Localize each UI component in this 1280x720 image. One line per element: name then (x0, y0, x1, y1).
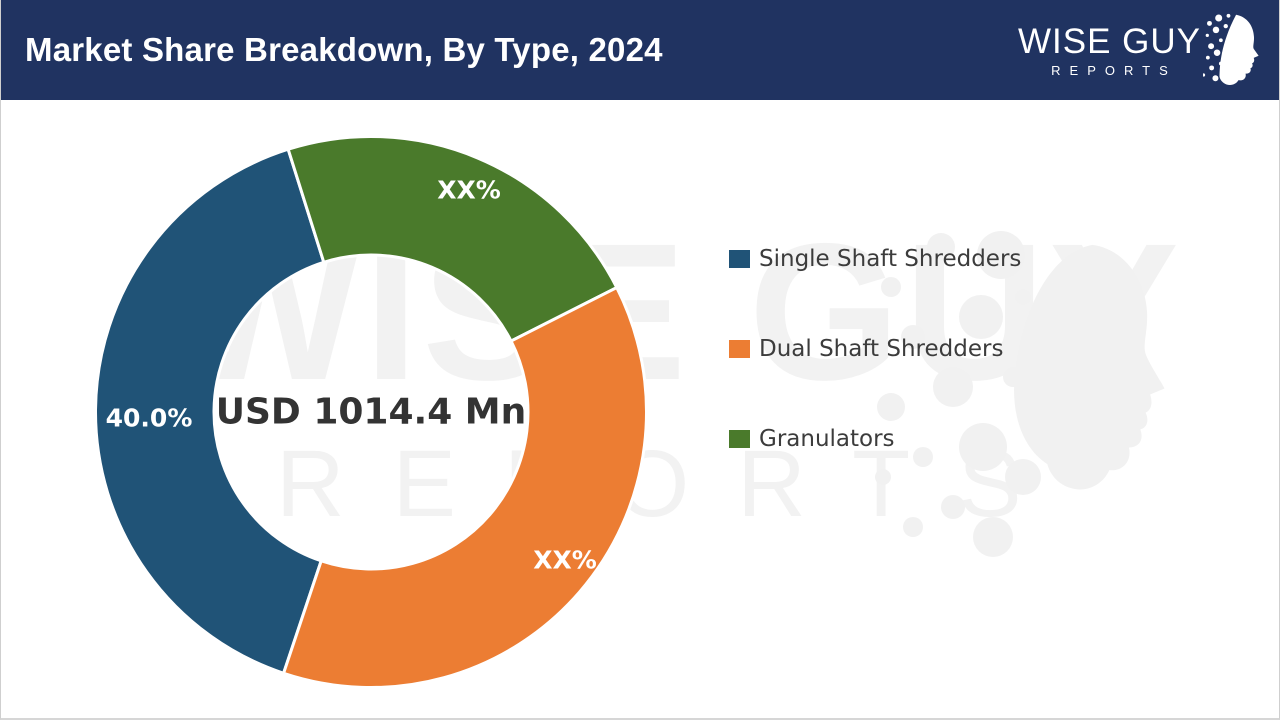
legend-swatch-green (729, 430, 750, 448)
wiseguy-face-icon (1203, 13, 1259, 86)
donut-slice (281, 285, 648, 689)
donut-chart-svg (94, 135, 648, 689)
wiseguy-logo: WISE GUY REPORTS (1018, 12, 1261, 88)
legend-label: Granulators (759, 426, 895, 452)
logo-brand-name: WISE GUY (1017, 21, 1201, 61)
donut-center-value: USD 1014.4 Mn (215, 391, 527, 433)
chart-area: WISE GUY REPORTS USD 1014.4 Mn 40.0% XX% (1, 100, 1280, 720)
header-bar: Market Share Breakdown, By Type, 2024 WI… (1, 0, 1279, 100)
chart-legend: Single Shaft Shredders Dual Shaft Shredd… (729, 244, 1021, 514)
legend-swatch-orange (729, 340, 750, 358)
donut-chart: USD 1014.4 Mn 40.0% XX% XX% (94, 135, 648, 689)
watermark-reports-text: REPORTS (276, 431, 1070, 537)
donut-slice (94, 147, 326, 676)
wiseguy-logo-text: WISE GUY REPORTS (1017, 21, 1201, 78)
legend-label: Dual Shaft Shredders (759, 336, 1004, 362)
legend-item-single-shaft: Single Shaft Shredders (729, 244, 1021, 274)
slice-label-single-shaft: 40.0% (105, 403, 193, 433)
legend-item-granulators: Granulators (729, 424, 1021, 454)
watermark-dots (875, 231, 1041, 557)
legend-item-dual-shaft: Dual Shaft Shredders (729, 334, 1021, 364)
donut-slice (286, 135, 619, 344)
slice-label-dual-shaft: XX% (533, 545, 597, 575)
logo-brand-subtitle: REPORTS (1051, 62, 1177, 78)
watermark-face-silhouette (1014, 244, 1165, 490)
legend-label: Single Shaft Shredders (759, 246, 1022, 272)
page-title: Market Share Breakdown, By Type, 2024 (25, 31, 663, 68)
legend-swatch-blue (729, 250, 750, 268)
slice-label-granulators: XX% (437, 175, 501, 205)
